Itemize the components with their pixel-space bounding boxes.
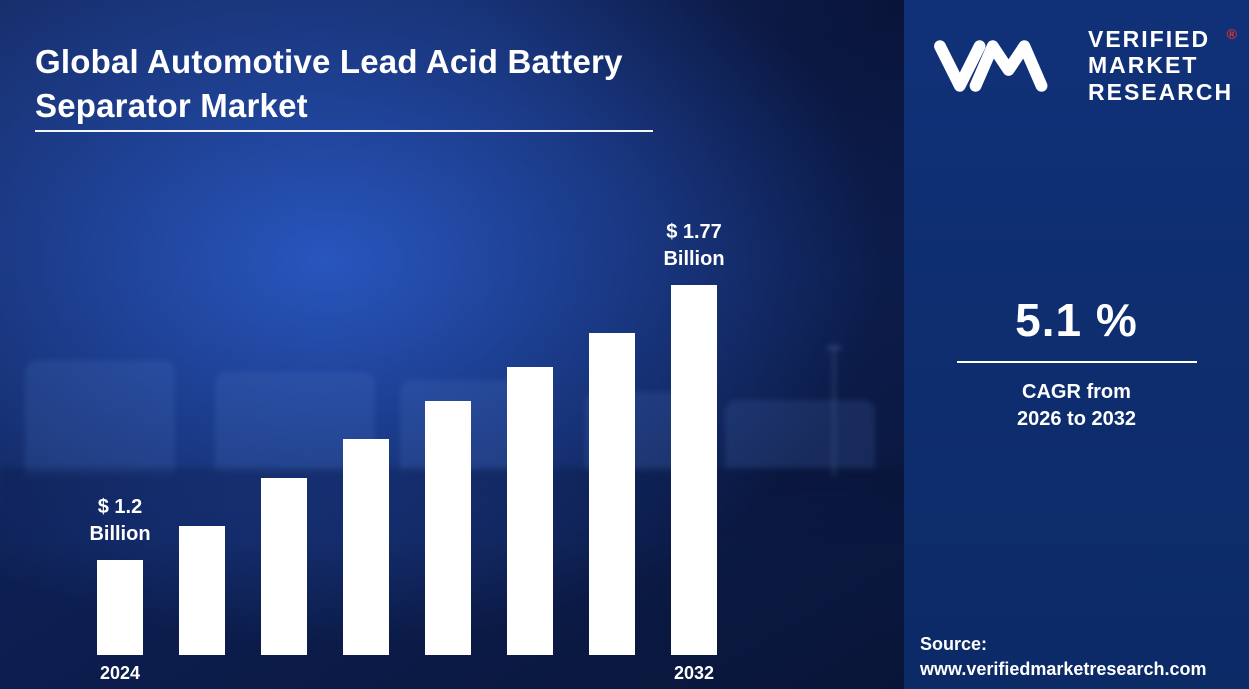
bar-group: $ 1.77 Billion 2032 [663,219,724,683]
cagr-caption-line2: 2026 to 2032 [1017,408,1136,430]
bar [261,478,307,655]
brand-line2: MARKET [1088,52,1199,79]
page-title-line2: Separator Market [35,86,308,124]
bar-group [425,401,471,655]
brand-logo: VERIFIED MARKET RESEARCH ® [932,26,1241,105]
bar-group [179,526,225,655]
bar [97,560,143,655]
bar-group [589,333,635,655]
bar-group [261,478,307,655]
bar [671,285,717,655]
cagr-caption: CAGR from 2026 to 2032 [904,379,1249,433]
page-title-line1: Global Automotive Lead Acid Battery [35,43,623,80]
x-axis-label: 2024 [99,663,141,683]
truck-silhouette [25,360,175,475]
brand-wordmark: VERIFIED MARKET RESEARCH [1088,26,1233,105]
brand-panel: VERIFIED MARKET RESEARCH ® 5.1 % CAGR fr… [904,0,1249,689]
bar-value-label: $ 1.77 Billion [663,221,725,270]
bar-group: $ 1.2 Billion 2024 [89,494,150,683]
truck-silhouette [725,400,875,468]
page-title: Global Automotive Lead Acid Battery Sepa… [35,40,795,127]
source-url: www.verifiedmarketresearch.com [920,658,1207,679]
vmr-monogram-icon [932,37,1064,95]
cagr-divider [956,361,1197,363]
street-lamp [827,346,841,476]
title-underline [35,130,653,132]
cagr-value: 5.1 % [1015,294,1138,346]
bar [425,401,471,655]
source-block: Source: www.verifiedmarketresearch.com [920,632,1243,681]
bar-group [507,367,553,655]
brand-line1: VERIFIED [1088,26,1211,52]
infographic-left: Global Automotive Lead Acid Battery Sepa… [0,0,904,689]
brand-line3: RESEARCH [1088,78,1234,105]
bar-chart: $ 1.2 Billion 2024 $ 1.77 Billion 2032 [89,219,724,683]
x-axis-label: 2032 [673,663,715,683]
bar [343,439,389,655]
bar-group [343,439,389,655]
source-label: Source: [920,634,988,655]
bar [179,526,225,655]
cagr-caption-line1: CAGR from [1022,381,1131,403]
bar [507,367,553,655]
bar-value-label: $ 1.2 Billion [89,496,151,545]
bar [589,333,635,655]
cagr-block: 5.1 % CAGR from 2026 to 2032 [904,293,1249,433]
registered-trademark-icon: ® [1226,26,1237,42]
